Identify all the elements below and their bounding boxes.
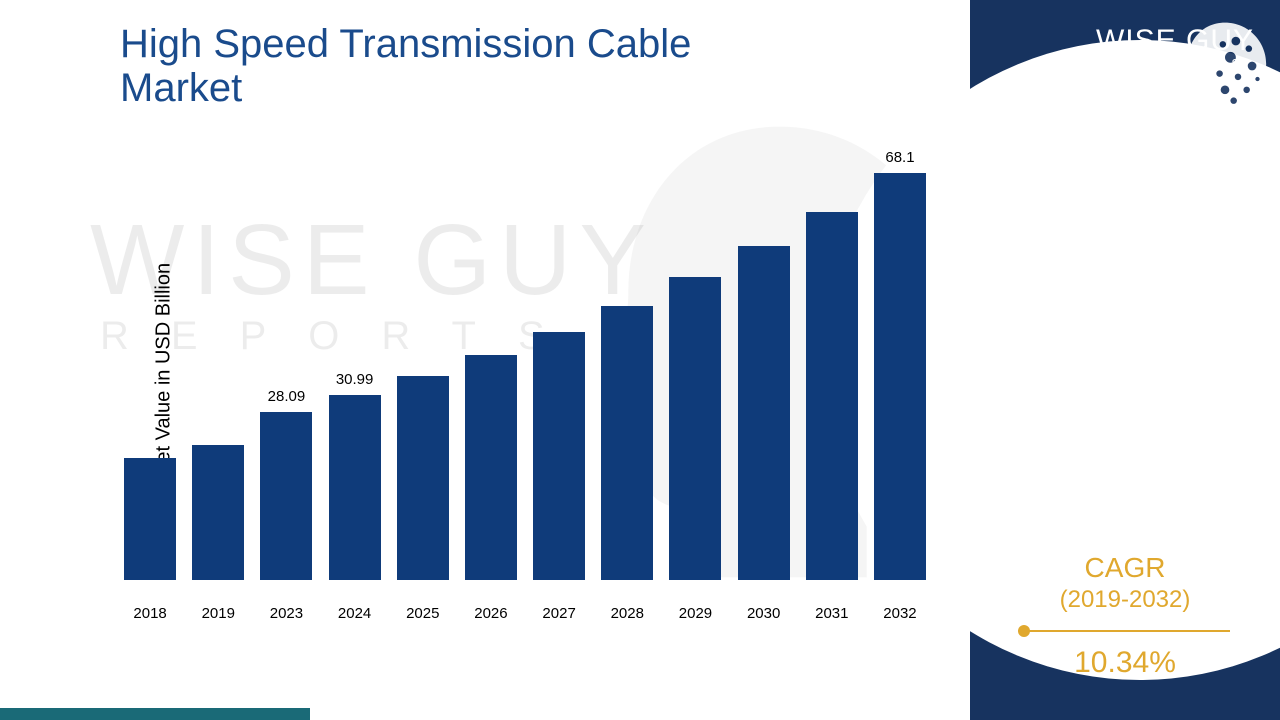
bar-wrap xyxy=(184,445,252,580)
bar-wrap: 28.09 xyxy=(252,412,320,580)
infographic-container: WISE GUY REPORTS High Speed Transmission… xyxy=(0,0,1280,720)
x-axis-tick-label: 2019 xyxy=(184,605,252,622)
bar xyxy=(465,355,517,580)
bar-wrap xyxy=(593,306,661,580)
cagr-divider xyxy=(1020,630,1230,632)
x-axis-tick-label: 2024 xyxy=(321,605,389,622)
bar-wrap xyxy=(730,246,798,580)
bar xyxy=(329,395,381,580)
brand-logo: WISE GUY REPORTS xyxy=(1096,24,1254,71)
x-axis-tick-label: 2030 xyxy=(730,605,798,622)
x-axis-tick-label: 2032 xyxy=(866,605,934,622)
x-axis-tick-label: 2031 xyxy=(798,605,866,622)
x-axis-tick-label: 2028 xyxy=(593,605,661,622)
x-axis-tick-label: 2023 xyxy=(252,605,320,622)
bar-value-label: 28.09 xyxy=(268,388,306,405)
chart-area: Market Value in USD Billion 28.0930.9968… xyxy=(60,150,940,620)
bottom-accent-bar xyxy=(0,708,310,720)
x-axis-tick-label: 2027 xyxy=(525,605,593,622)
bar xyxy=(738,246,790,580)
bar-wrap xyxy=(661,277,729,580)
x-axis-tick-label: 2026 xyxy=(457,605,525,622)
bar xyxy=(260,412,312,580)
side-panel: WISE GUY REPORTS CAGR (2019-2032) 10.34% xyxy=(970,0,1280,720)
bar xyxy=(124,458,176,580)
bar-group: 28.0930.9968.1 xyxy=(110,150,940,580)
x-axis-tick-label: 2025 xyxy=(389,605,457,622)
cagr-range: (2019-2032) xyxy=(1000,586,1250,614)
bar xyxy=(397,376,449,580)
bar-wrap xyxy=(457,355,525,580)
bar xyxy=(669,277,721,580)
x-axis-tick-label: 2029 xyxy=(661,605,729,622)
logo-line2: REPORTS xyxy=(1096,56,1254,71)
x-axis-labels: 2018201920232024202520262027202820292030… xyxy=(110,605,940,622)
bar-value-label: 68.1 xyxy=(885,149,914,166)
bar xyxy=(601,306,653,580)
cagr-value: 10.34% xyxy=(1000,646,1250,680)
x-axis-tick-label: 2018 xyxy=(116,605,184,622)
bar-wrap xyxy=(525,332,593,580)
bar-wrap xyxy=(389,376,457,580)
chart-title: High Speed Transmission Cable Market xyxy=(120,22,820,110)
bar-value-label: 30.99 xyxy=(336,371,374,388)
bar-wrap: 30.99 xyxy=(321,395,389,580)
bar xyxy=(806,212,858,580)
bar xyxy=(533,332,585,580)
bar-wrap xyxy=(798,212,866,580)
cagr-box: CAGR (2019-2032) 10.34% xyxy=(1000,552,1250,680)
cagr-label: CAGR xyxy=(1000,552,1250,584)
logo-line1: WISE GUY xyxy=(1096,24,1254,58)
bar xyxy=(192,445,244,580)
bar xyxy=(874,173,926,580)
bar-wrap xyxy=(116,458,184,580)
bar-wrap: 68.1 xyxy=(866,173,934,580)
chart-plot: 28.0930.9968.1 xyxy=(110,150,940,580)
